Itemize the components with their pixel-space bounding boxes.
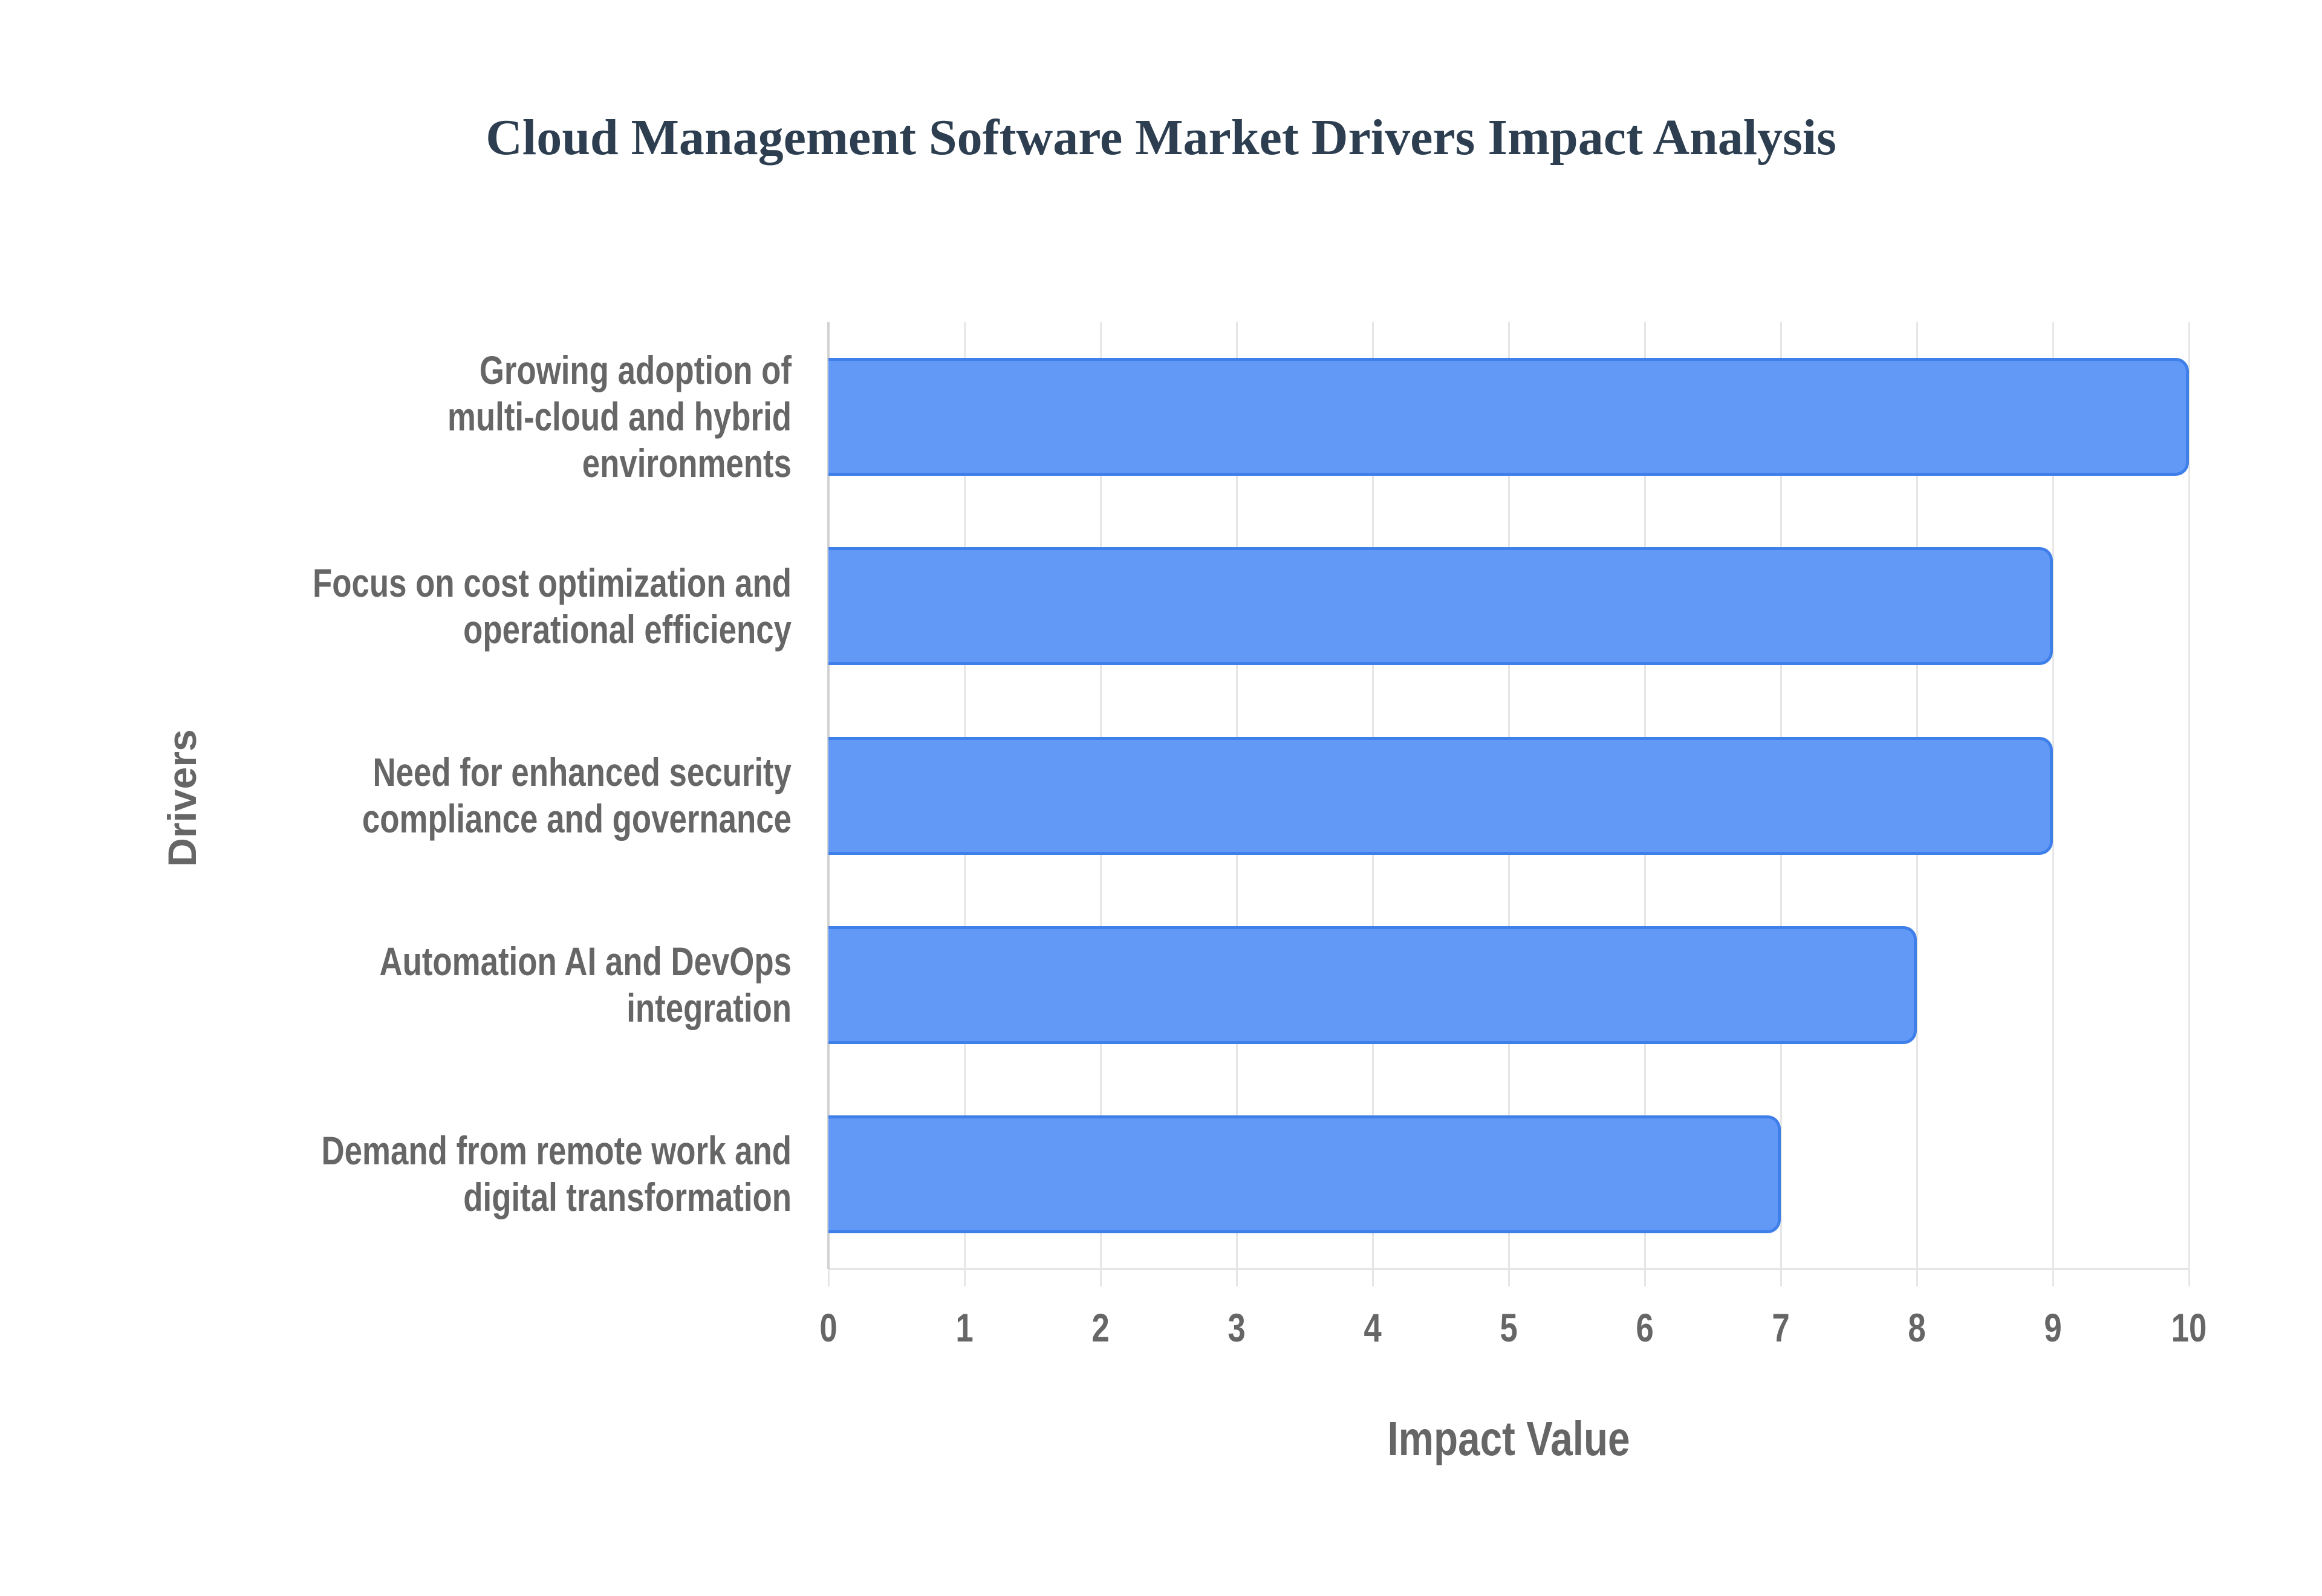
y-tick-label: Growing adoption of multi-cloud and hybri… xyxy=(259,347,792,487)
x-tick-label: 3 xyxy=(1228,1305,1246,1350)
y-tick-label-line: Growing adoption of xyxy=(479,348,792,393)
x-tick-label: 2 xyxy=(1091,1305,1110,1350)
bar[interactable] xyxy=(828,358,2189,476)
gridline xyxy=(2188,322,2190,1286)
y-tick-label-line: digital transformation xyxy=(463,1175,792,1220)
x-axis-title: Impact Value xyxy=(1387,1412,1630,1465)
y-tick-label-line: compliance and governance xyxy=(362,796,792,841)
y-tick-label: Automation AI and DevOps integration xyxy=(259,938,792,1031)
y-tick-label: Focus on cost optimization and operationa… xyxy=(259,560,792,653)
y-tick-label-line: Focus on cost optimization and xyxy=(313,560,792,605)
x-tick-label: 5 xyxy=(1500,1305,1518,1350)
y-tick-label-line: operational efficiency xyxy=(463,606,792,652)
x-tick-label: 0 xyxy=(819,1305,837,1350)
y-tick-label: Need for enhanced security compliance and… xyxy=(259,749,792,842)
y-axis-title: Drivers xyxy=(160,729,204,867)
x-tick-label: 8 xyxy=(1908,1305,1926,1350)
y-tick-label-line: environments xyxy=(582,441,792,486)
y-tick-label-line: Demand from remote work and xyxy=(321,1128,792,1173)
x-tick-label: 10 xyxy=(2171,1305,2207,1350)
x-tick-label: 7 xyxy=(1772,1305,1790,1350)
bar[interactable] xyxy=(828,1115,1781,1233)
x-tick-label: 6 xyxy=(1636,1305,1654,1350)
y-tick-label: Demand from remote work and digital trans… xyxy=(259,1127,792,1221)
y-tick-label-line: integration xyxy=(626,985,792,1031)
plot-area xyxy=(827,322,2190,1286)
x-tick-label: 9 xyxy=(2044,1305,2062,1350)
bar[interactable] xyxy=(828,736,2053,855)
chart-title: Cloud Management Software Market Drivers… xyxy=(486,109,1836,166)
y-tick-label-line: Need for enhanced security xyxy=(372,750,792,794)
gridline xyxy=(2052,322,2054,1286)
y-tick-label-line: multi-cloud and hybrid xyxy=(447,394,792,440)
bar[interactable] xyxy=(828,926,1917,1044)
bar[interactable] xyxy=(828,547,2053,666)
y-tick-label-line: Automation AI and DevOps xyxy=(379,939,792,984)
x-tick-label: 4 xyxy=(1364,1305,1382,1350)
x-tick-label: 1 xyxy=(955,1305,974,1350)
